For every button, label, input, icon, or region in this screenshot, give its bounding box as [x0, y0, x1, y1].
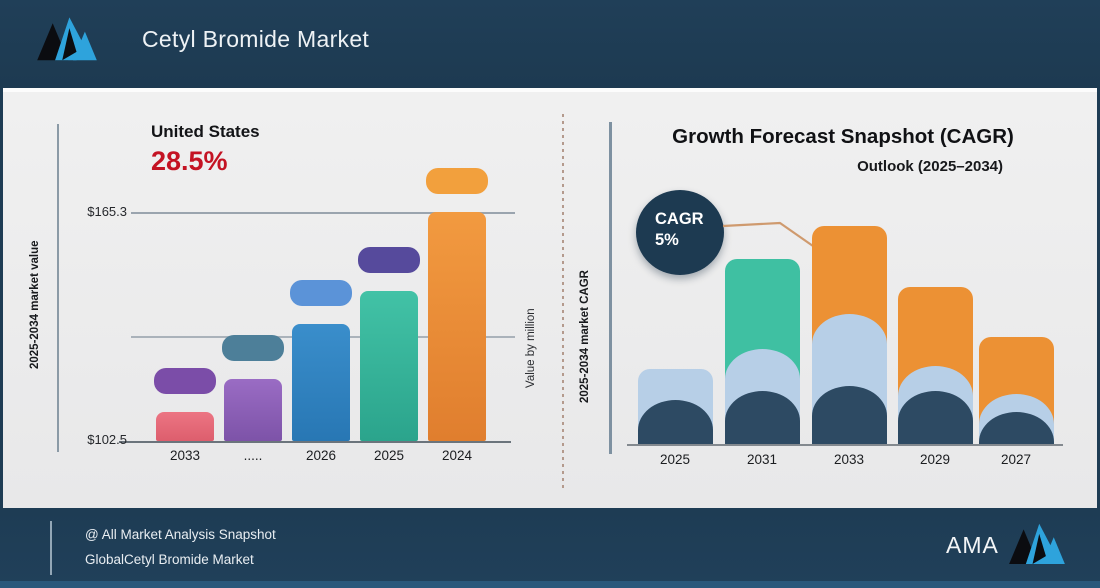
value-by-million-label: Value by million	[525, 308, 537, 388]
footer-caption-line1: @ All Market Analysis Snapshot	[85, 527, 276, 542]
bar	[156, 412, 214, 441]
x-tick-label: 2025	[659, 452, 691, 467]
x-tick-label: 2033	[833, 452, 865, 467]
bar-segment-navy	[637, 400, 713, 444]
footer: @ All Market Analysis Snapshot GlobalCet…	[0, 508, 1100, 588]
right-x-axis-line	[627, 444, 1063, 446]
x-tick-label: 2031	[746, 452, 778, 467]
footer-caption-line2: GlobalCetyl Bromide Market	[85, 552, 254, 567]
region-label: United States	[151, 122, 260, 141]
stacked-bar	[724, 259, 800, 444]
y-tick-102: $102.5	[87, 432, 127, 447]
left-y-axis-line	[57, 124, 59, 452]
footer-brand-text: AMA	[946, 532, 999, 558]
bar-segment-navy	[811, 386, 887, 444]
bar	[428, 212, 486, 441]
ama-logo-icon	[1009, 523, 1065, 564]
growth-percentage: 28.5%	[151, 146, 228, 176]
stacked-bar	[978, 337, 1054, 444]
badge-connector-line	[722, 221, 824, 254]
bar	[224, 379, 282, 441]
y-tick-165: $165.3	[87, 204, 127, 219]
x-tick-label: 2026	[305, 448, 337, 463]
ama-logo-icon	[37, 17, 97, 61]
right-y-axis-line	[609, 122, 612, 454]
stacked-bar	[897, 287, 973, 444]
x-tick-label: 2027	[1000, 452, 1032, 467]
page-title: Cetyl Bromide Market	[142, 26, 370, 52]
cagr-badge: CAGR 5%	[636, 190, 724, 275]
x-tick-label: 2029	[919, 452, 951, 467]
bar-cap	[290, 280, 352, 306]
stacked-bar	[811, 226, 887, 444]
bar	[292, 324, 350, 441]
gridline-upper	[131, 212, 515, 214]
chart-panel: 2025-2034 market value United States 28.…	[3, 88, 1097, 508]
footer-divider-line	[50, 521, 52, 575]
left-x-axis-line	[119, 441, 511, 443]
cagr-badge-line2: 5%	[655, 231, 679, 249]
right-chart-subtitle: Outlook (2025–2034)	[857, 158, 1003, 175]
footer-bottom-strip	[0, 581, 1100, 588]
stacked-bar	[637, 369, 713, 444]
panel-divider	[562, 114, 564, 492]
right-y-axis-label: 2025-2034 market CAGR	[579, 270, 591, 404]
header: Cetyl Bromide Market	[0, 0, 1100, 88]
x-tick-label: 2024	[441, 448, 473, 463]
right-chart-title: Growth Forecast Snapshot (CAGR)	[672, 125, 1014, 148]
x-tick-label: 2025	[373, 448, 405, 463]
cagr-badge-line1: CAGR	[655, 210, 704, 228]
x-tick-label: .....	[243, 448, 263, 463]
bar-cap	[222, 335, 284, 361]
bar-cap	[358, 247, 420, 273]
bar-cap	[426, 168, 488, 194]
left-y-axis-label: 2025-2034 market value	[29, 240, 41, 370]
bar-segment-navy	[897, 391, 973, 444]
x-tick-label: 2033	[169, 448, 201, 463]
bar	[360, 291, 418, 441]
bar-segment-navy	[724, 391, 800, 444]
bar-cap	[154, 368, 216, 394]
